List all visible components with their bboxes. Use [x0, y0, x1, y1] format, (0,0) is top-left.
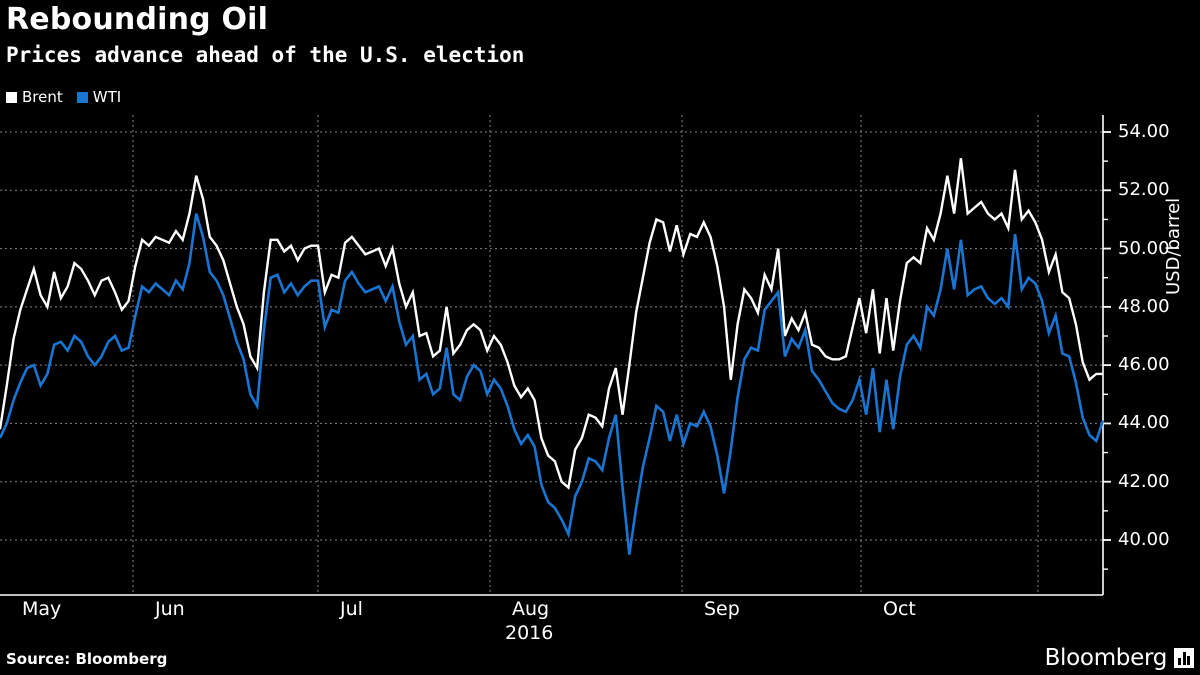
- series-line-wti: [0, 213, 1105, 555]
- series-line-brent: [0, 158, 1103, 490]
- source-note: Source: Bloomberg: [6, 650, 168, 668]
- legend-item-wti: WTI: [76, 88, 122, 106]
- y-tick-label: 44.00: [1118, 412, 1170, 434]
- y-tick-label: 50.00: [1118, 237, 1170, 259]
- legend-item-brent: Brent: [6, 88, 63, 106]
- brand-wordmark: Bloomberg: [1044, 645, 1168, 671]
- x-tick-label: Oct: [883, 598, 916, 620]
- y-tick-label: 40.00: [1118, 529, 1170, 550]
- bloomberg-brand: Bloomberg: [1045, 645, 1194, 671]
- page-subtitle: Prices advance ahead of the U.S. electio…: [6, 43, 525, 67]
- x-tick-label: Jun: [155, 598, 185, 620]
- y-tick-label: 52.00: [1118, 179, 1170, 201]
- x-tick-label: Sep: [704, 598, 740, 620]
- x-tick-label: May: [22, 598, 62, 620]
- y-axis-title: USD/barrel: [1163, 197, 1184, 295]
- y-tick-label: 42.00: [1118, 470, 1170, 492]
- y-tick-label: 48.00: [1118, 295, 1170, 317]
- legend-label-brent: Brent: [22, 88, 63, 106]
- square-swatch-icon: [6, 91, 17, 103]
- y-tick-label: 54.00: [1118, 121, 1170, 142]
- plot-area: [0, 115, 1200, 600]
- legend-label-wti: WTI: [92, 88, 122, 106]
- y-tick-label: 46.00: [1118, 354, 1170, 376]
- x-tick-label: Jul: [340, 598, 363, 620]
- x-axis-title: 2016: [505, 622, 554, 644]
- x-tick-label: Aug: [512, 598, 550, 620]
- page-title: Rebounding Oil: [6, 2, 269, 37]
- chart-legend: Brent WTI: [6, 88, 121, 106]
- bloomberg-terminal-icon: [1174, 648, 1194, 668]
- line-chart: [0, 115, 1111, 596]
- square-swatch-icon: [76, 91, 88, 103]
